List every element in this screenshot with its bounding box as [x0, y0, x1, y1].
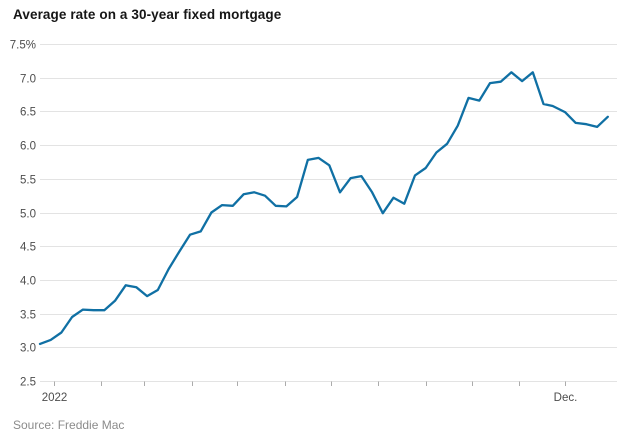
y-axis-tick-label: 4.5	[20, 241, 36, 253]
x-axis-tick-label: 2022	[42, 392, 68, 404]
y-axis-tick-label: 5.0	[20, 208, 36, 220]
y-axis-tick-label: 6.0	[20, 140, 36, 152]
y-axis-tick-label: 3.0	[20, 342, 36, 354]
y-axis-tick-label: 3.5	[20, 309, 36, 321]
rate-line	[38, 71, 609, 346]
source-label: Source: Freddie Mac	[13, 418, 125, 432]
y-axis-tick-label: 4.0	[20, 275, 36, 287]
x-axis-tick-label: Dec.	[554, 392, 578, 404]
y-axis-tick-label: 2.5	[20, 376, 36, 388]
y-axis-tick-label: 7.0	[20, 73, 36, 85]
chart-title: Average rate on a 30-year fixed mortgage	[13, 7, 282, 22]
y-axis-tick-label: 6.5	[20, 106, 36, 118]
y-axis-tick-label: 5.5	[20, 174, 36, 186]
y-axis-tick-label: 7.5%	[10, 39, 36, 51]
